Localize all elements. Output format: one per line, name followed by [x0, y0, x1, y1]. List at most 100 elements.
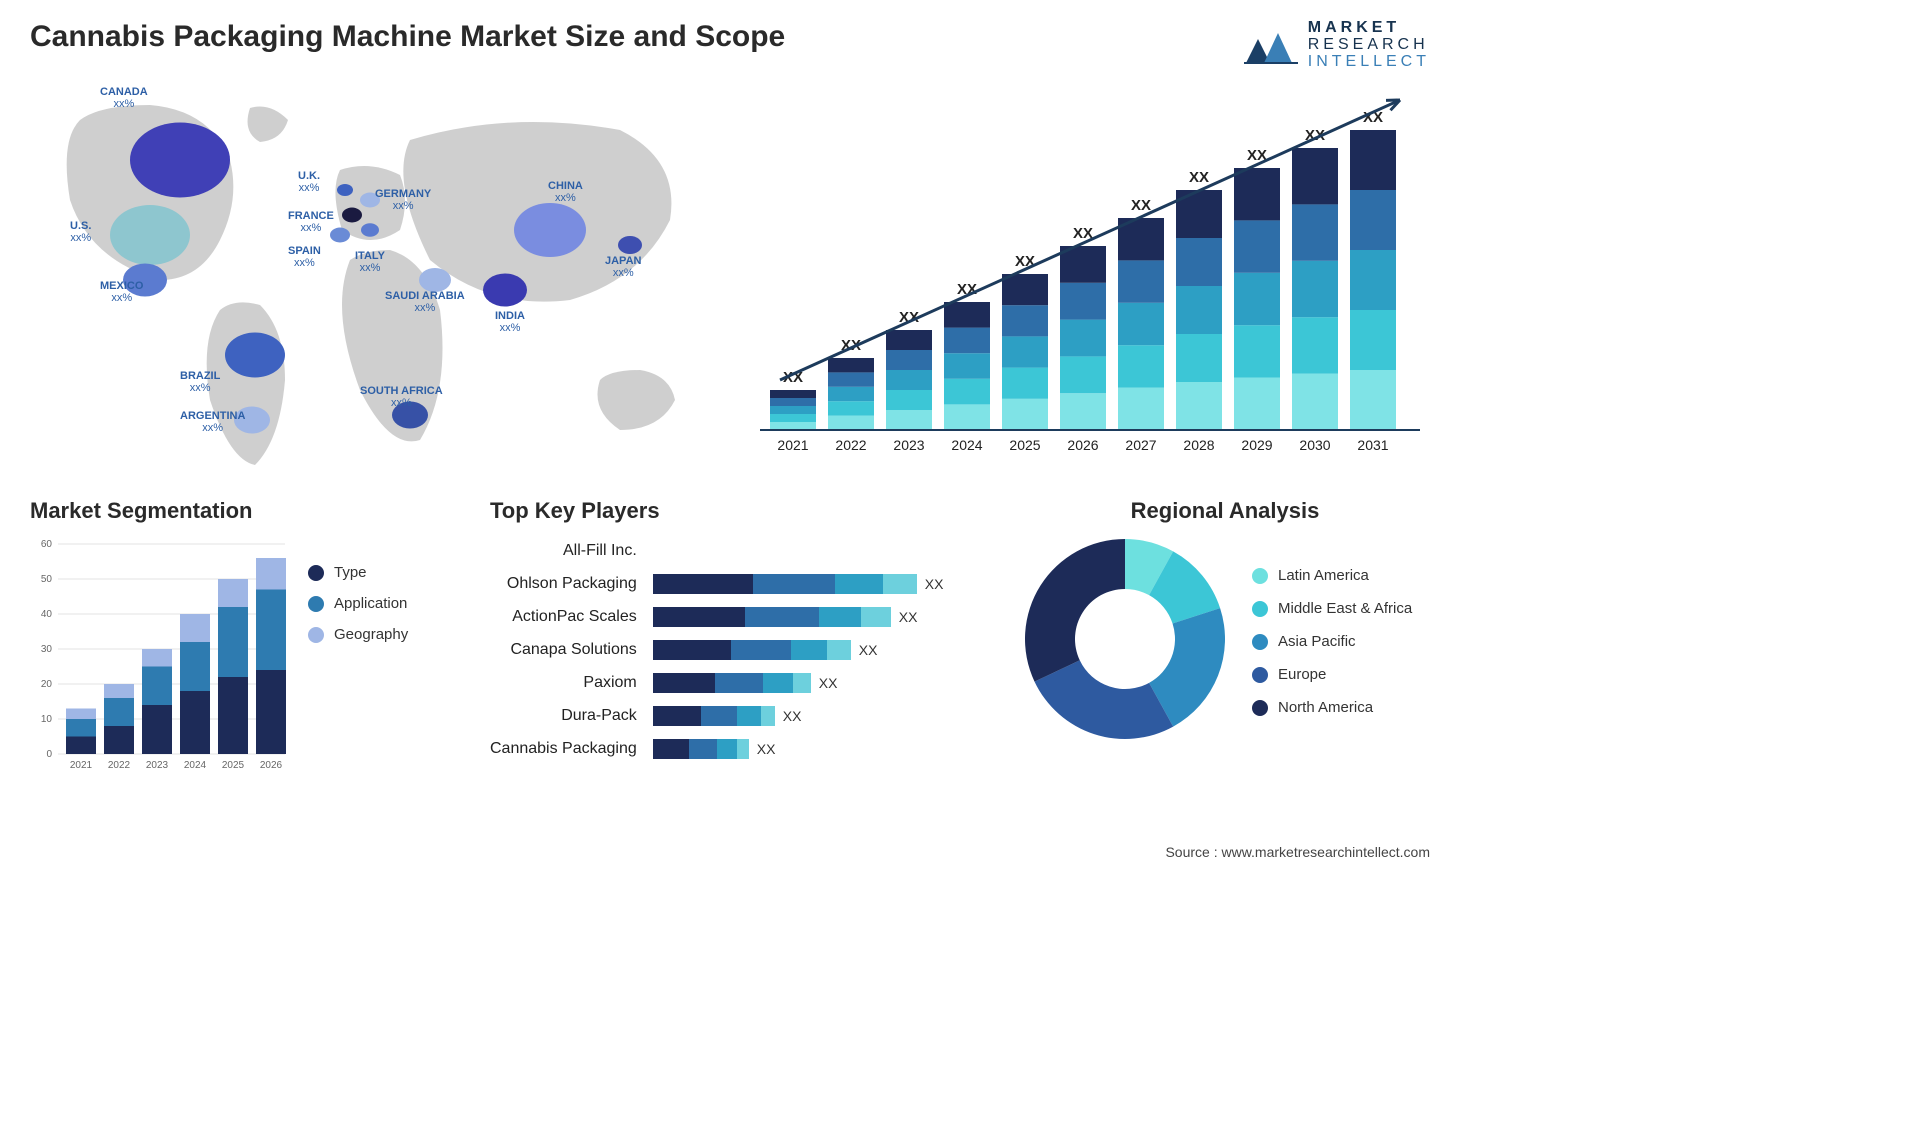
legend-item: Application — [308, 595, 408, 612]
legend-dot-icon — [308, 596, 324, 612]
player-value: XX — [757, 741, 776, 757]
legend-label: North America — [1278, 699, 1373, 716]
svg-text:2023: 2023 — [146, 760, 169, 771]
svg-text:2026: 2026 — [1067, 437, 1098, 453]
segmentation-panel: Market Segmentation 0 10 20 30 40 50 60 2021 202… — [30, 498, 470, 779]
svg-text:2031: 2031 — [1357, 437, 1388, 453]
legend-item: Latin America — [1252, 567, 1412, 584]
svg-text:2024: 2024 — [951, 437, 982, 453]
player-label: Cannabis Packaging — [490, 732, 643, 765]
map-label: INDIAxx% — [495, 310, 525, 334]
player-value: XX — [819, 675, 838, 691]
svg-text:20: 20 — [41, 679, 53, 690]
player-row: XX — [653, 600, 944, 633]
svg-text:2029: 2029 — [1241, 437, 1272, 453]
logo-text-2: RESEARCH — [1308, 37, 1430, 54]
legend-dot-icon — [308, 627, 324, 643]
map-label: BRAZILxx% — [180, 370, 220, 394]
player-value: XX — [925, 576, 944, 592]
legend-label: Asia Pacific — [1278, 633, 1356, 650]
page-title: Cannabis Packaging Machine Market Size a… — [30, 20, 785, 54]
regional-panel: Regional Analysis Latin America Middle Ea… — [1020, 498, 1430, 779]
map-label: ITALYxx% — [355, 250, 385, 274]
player-label: Canapa Solutions — [490, 633, 643, 666]
svg-text:50: 50 — [41, 574, 53, 585]
svg-text:2021: 2021 — [777, 437, 808, 453]
player-label: Dura-Pack — [490, 699, 643, 732]
legend-item: North America — [1252, 699, 1412, 716]
svg-text:40: 40 — [41, 609, 53, 620]
svg-text:2025: 2025 — [1009, 437, 1040, 453]
map-label: SAUDI ARABIAxx% — [385, 290, 465, 314]
svg-text:2023: 2023 — [893, 437, 924, 453]
legend-dot-icon — [1252, 700, 1268, 716]
legend-label: Latin America — [1278, 567, 1369, 584]
legend-dot-icon — [1252, 667, 1268, 683]
svg-text:2021: 2021 — [70, 760, 93, 771]
map-label: GERMANYxx% — [375, 188, 431, 212]
legend-label: Application — [334, 595, 407, 612]
legend-item: Europe — [1252, 666, 1412, 683]
legend-dot-icon — [308, 565, 324, 581]
svg-text:2028: 2028 — [1183, 437, 1214, 453]
player-row: XX — [653, 567, 944, 600]
brand-logo: MARKET RESEARCH INTELLECT — [1242, 20, 1430, 70]
key-players-title: Top Key Players — [490, 498, 1000, 524]
legend-label: Type — [334, 564, 367, 581]
player-row: XX — [653, 633, 944, 666]
player-value: XX — [859, 642, 878, 658]
player-label: All-Fill Inc. — [490, 534, 643, 567]
logo-mark-icon — [1242, 23, 1300, 67]
player-row: XX — [653, 732, 944, 765]
player-label: Paxiom — [490, 666, 643, 699]
map-label: MEXICOxx% — [100, 280, 143, 304]
legend-item: Asia Pacific — [1252, 633, 1412, 650]
key-players-panel: Top Key Players All-Fill Inc.Ohlson Pack… — [490, 498, 1000, 779]
logo-text-3: INTELLECT — [1308, 54, 1430, 71]
player-value: XX — [899, 609, 918, 625]
legend-dot-icon — [1252, 568, 1268, 584]
segmentation-title: Market Segmentation — [30, 498, 470, 524]
player-label: ActionPac Scales — [490, 600, 643, 633]
map-label: U.K.xx% — [298, 170, 320, 194]
map-label: CANADAxx% — [100, 86, 148, 110]
legend-item: Type — [308, 564, 408, 581]
player-row: XX — [653, 666, 944, 699]
map-label: ARGENTINAxx% — [180, 410, 245, 434]
regional-title: Regional Analysis — [1020, 498, 1430, 524]
svg-text:2022: 2022 — [108, 760, 131, 771]
svg-text:XX: XX — [1189, 169, 1209, 186]
map-label: JAPANxx% — [605, 255, 641, 279]
svg-text:XX: XX — [1131, 197, 1151, 214]
legend-label: Middle East & Africa — [1278, 600, 1412, 617]
player-row — [653, 534, 944, 567]
map-label: SOUTH AFRICAxx% — [360, 385, 443, 409]
svg-text:2024: 2024 — [184, 760, 207, 771]
growth-chart: XX2021XX2022XX2023XX2024XX2025XX2026XX20… — [750, 80, 1430, 480]
svg-text:2025: 2025 — [222, 760, 245, 771]
svg-text:60: 60 — [41, 539, 53, 550]
player-value: XX — [783, 708, 802, 724]
world-map: CANADAxx% U.S.xx% MEXICOxx% BRAZILxx% ARGENT… — [30, 80, 730, 480]
svg-text:2027: 2027 — [1125, 437, 1156, 453]
player-row: XX — [653, 699, 944, 732]
svg-text:30: 30 — [41, 644, 53, 655]
legend-label: Geography — [334, 626, 408, 643]
legend-label: Europe — [1278, 666, 1326, 683]
source-footer: Source : www.marketresearchintellect.com — [1165, 844, 1430, 860]
legend-dot-icon — [1252, 634, 1268, 650]
logo-text-1: MARKET — [1308, 20, 1430, 37]
svg-text:0: 0 — [46, 749, 52, 760]
player-label: Ohlson Packaging — [490, 567, 643, 600]
map-label: CHINAxx% — [548, 180, 583, 204]
legend-dot-icon — [1252, 601, 1268, 617]
svg-text:2030: 2030 — [1299, 437, 1330, 453]
legend-item: Middle East & Africa — [1252, 600, 1412, 617]
legend-item: Geography — [308, 626, 408, 643]
map-label: SPAINxx% — [288, 245, 321, 269]
svg-text:2022: 2022 — [835, 437, 866, 453]
map-label: U.S.xx% — [70, 220, 91, 244]
svg-text:10: 10 — [41, 714, 53, 725]
map-label: FRANCExx% — [288, 210, 334, 234]
svg-text:2026: 2026 — [260, 760, 283, 771]
